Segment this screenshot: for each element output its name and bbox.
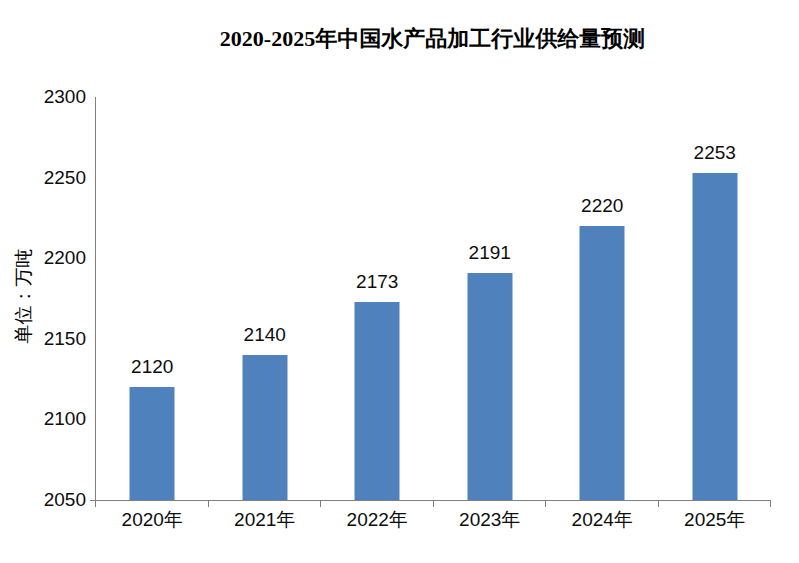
bar-value-label: 2191 [469, 243, 511, 263]
y-axis-tick-label: 2150 [0, 329, 86, 349]
x-axis-tick-label: 2023年 [459, 510, 520, 530]
y-axis-tick-label: 2250 [0, 168, 86, 188]
bar [130, 387, 175, 500]
bar-value-label: 2220 [581, 196, 623, 216]
bar [242, 355, 287, 500]
y-axis-tick-label: 2200 [0, 248, 86, 268]
bar-value-label: 2253 [694, 143, 736, 163]
bar-chart: 2020-2025年中国水产品加工行业供给量预测 单位：万吨 21202020年… [0, 0, 799, 563]
bar-slot: 21912023年 [434, 97, 547, 500]
bar-slot: 22532025年 [659, 97, 772, 500]
bar [580, 226, 625, 500]
bar-value-label: 2120 [131, 357, 173, 377]
x-axis-tick-mark [658, 501, 659, 507]
y-axis-tick-label: 2300 [0, 87, 86, 107]
plot-area: 21202020年21402021年21732022年21912023年2220… [95, 97, 771, 501]
bar [467, 273, 512, 500]
bar-slot: 21402021年 [209, 97, 322, 500]
x-axis-tick-mark [208, 501, 209, 507]
y-axis-tick-label: 2100 [0, 409, 86, 429]
x-axis-tick-mark [433, 501, 434, 507]
x-axis-tick-mark [95, 501, 96, 507]
bar [692, 173, 737, 500]
bar-slot: 21732022年 [321, 97, 434, 500]
x-axis-tick-label: 2024年 [572, 510, 633, 530]
x-axis-tick-mark [320, 501, 321, 507]
x-axis-tick-label: 2025年 [684, 510, 745, 530]
y-axis-tick-label: 2050 [0, 490, 86, 510]
x-axis-tick-mark [770, 501, 771, 507]
x-axis-tick-label: 2021年 [234, 510, 295, 530]
x-axis-tick-mark [545, 501, 546, 507]
bar [355, 302, 400, 500]
chart-title: 2020-2025年中国水产品加工行业供给量预测 [95, 24, 770, 54]
x-axis-tick-label: 2022年 [347, 510, 408, 530]
x-axis-tick-label: 2020年 [122, 510, 183, 530]
bar-slot: 21202020年 [96, 97, 209, 500]
bar-value-label: 2140 [244, 325, 286, 345]
bar-value-label: 2173 [356, 272, 398, 292]
bar-slot: 22202024年 [546, 97, 659, 500]
